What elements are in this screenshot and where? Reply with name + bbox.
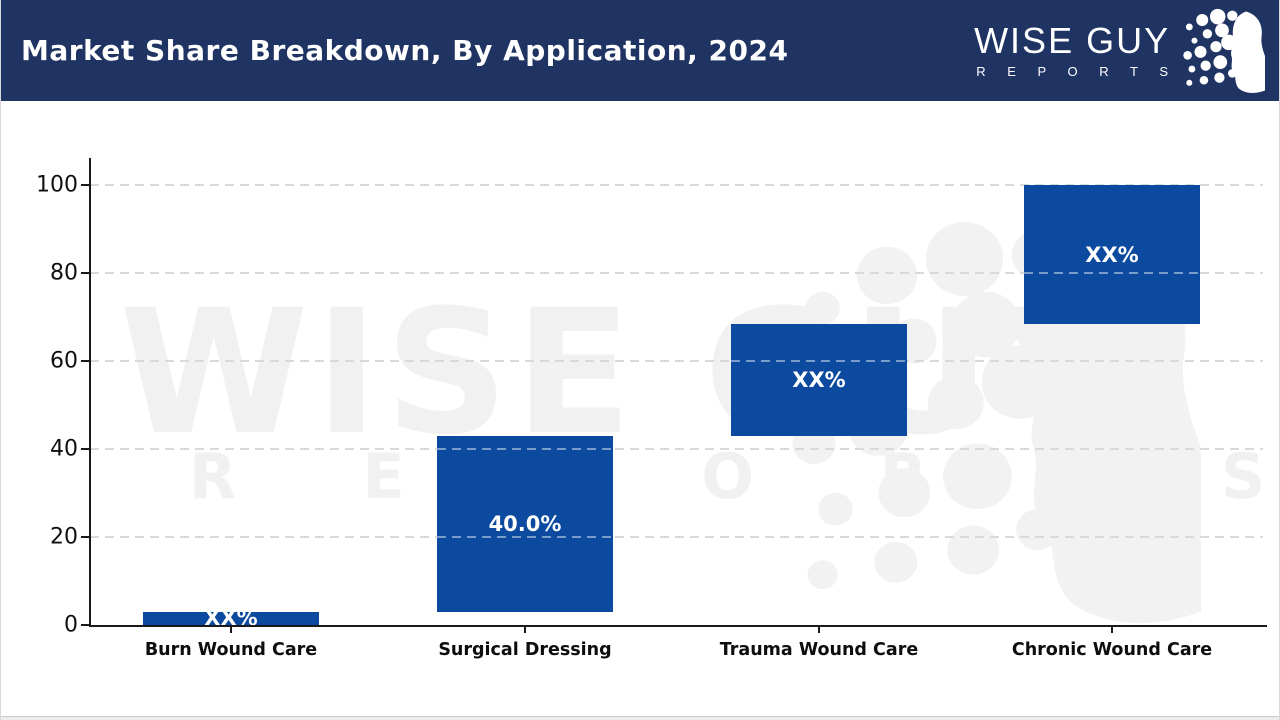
x-category-label: Trauma Wound Care [719,640,919,660]
y-tick-label: 0 [64,612,78,638]
x-category-label: Chronic Wound Care [1011,640,1213,660]
brand-logo: WISE GUY R E P O R T S [967,7,1265,95]
brand-name: WISE GUY [974,20,1171,61]
y-tick-mark [81,184,89,186]
chart-title: Market Share Breakdown, By Application, … [21,34,789,67]
bar: XX% [731,324,907,436]
bar: XX% [143,606,319,630]
h-gridline [90,360,1263,362]
x-tick-mark [230,627,232,633]
h-gridline [90,448,1263,450]
x-tick-mark [818,627,820,633]
watermark-brand-text: WISE GUY [119,272,1128,473]
bar-value-label: 40.0% [488,511,562,536]
y-tick-mark [81,272,89,274]
x-tick-mark [524,627,526,633]
y-tick-label: 20 [50,524,78,550]
bar: XX% [1024,185,1200,325]
bar-gridline-overlay [437,535,613,538]
h-gridline [90,536,1263,538]
h-gridline [90,184,1263,186]
y-tick-label: 60 [50,348,78,374]
y-tick-mark [81,448,89,450]
bar-value-label: XX% [792,368,846,393]
y-tick-label: 80 [50,260,78,286]
h-gridline [90,272,1263,274]
x-tick-mark [1111,627,1113,633]
y-axis-line [89,158,91,627]
brand-logo-text: WISE GUY R E P O R T S [967,20,1177,79]
y-tick-label: 40 [50,436,78,462]
brand-subtitle: R E P O R T S [976,64,1177,79]
header-bar: Market Share Breakdown, By Application, … [1,0,1279,101]
bar-gridline-overlay [1024,272,1200,274]
y-tick-mark [81,536,89,538]
x-axis-line [89,625,1267,627]
bottom-border [1,716,1279,720]
y-tick-mark [81,624,89,626]
y-tick-label: 100 [36,172,78,198]
x-category-label: Burn Wound Care [144,640,318,660]
bar: 40.0% [437,435,613,612]
bar-gridline-overlay [437,447,613,450]
bar-value-label: XX% [1085,242,1139,267]
bar-gridline-overlay [731,359,907,362]
brand-head-icon [1183,8,1265,93]
y-tick-mark [81,360,89,362]
x-category-label: Surgical Dressing [438,640,612,660]
